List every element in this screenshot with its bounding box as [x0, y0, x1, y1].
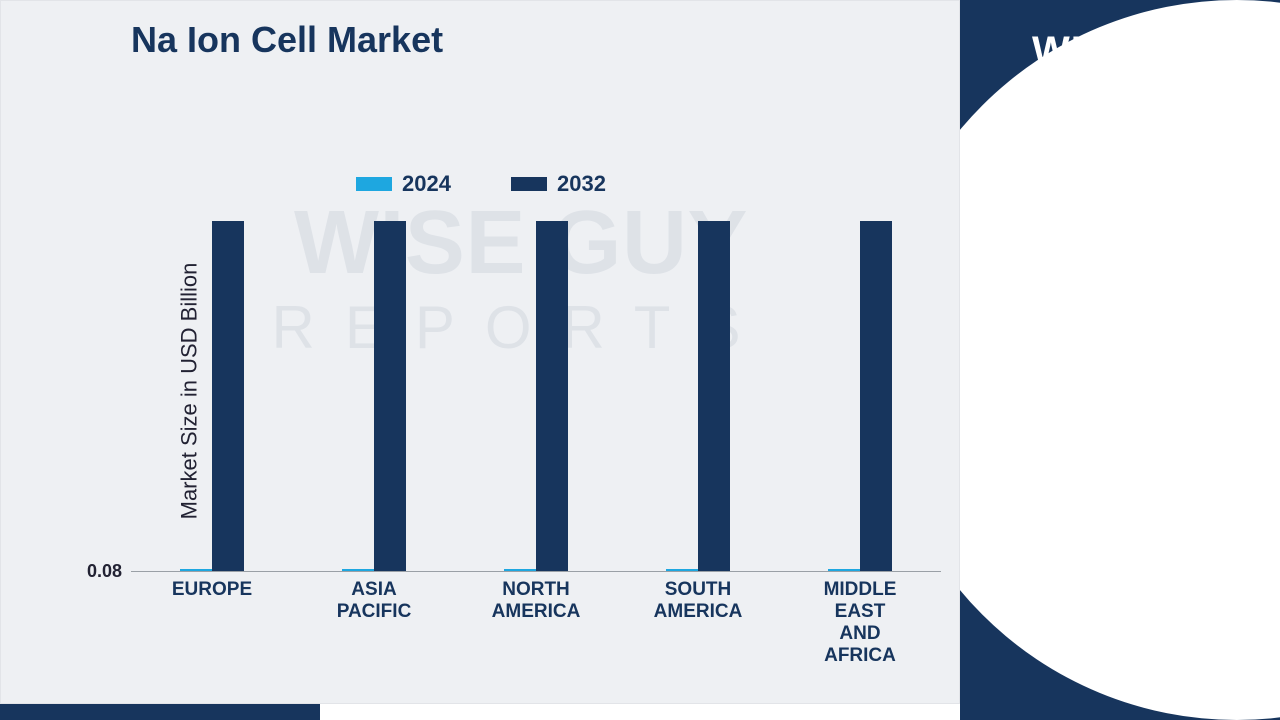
- bottom-accent-bar: [0, 704, 320, 720]
- x-label: SOUTHAMERICA: [623, 579, 773, 666]
- legend-swatch-2024: [356, 177, 392, 191]
- stage: Na Ion Cell Market WISE GUY REPORTS 2024…: [0, 0, 1280, 720]
- x-axis-labels: EUROPEASIAPACIFICNORTHAMERICASOUTHAMERIC…: [131, 579, 941, 666]
- y-tick-0: 0.08: [87, 561, 122, 582]
- bar-group: [299, 221, 449, 571]
- bar-group: [785, 221, 935, 571]
- bar-2024: [666, 569, 698, 571]
- bar-group: [461, 221, 611, 571]
- brand-logo: WISE GUY REPORTS: [1032, 30, 1240, 91]
- bar-2024: [180, 569, 212, 571]
- x-label: NORTHAMERICA: [461, 579, 611, 666]
- bar-2032: [374, 221, 406, 571]
- legend-item-2032: 2032: [511, 171, 606, 197]
- chart-card: Na Ion Cell Market WISE GUY REPORTS 2024…: [0, 0, 960, 704]
- bar-groups: [131, 221, 941, 571]
- legend: 2024 2032: [1, 171, 961, 197]
- baseline: [131, 571, 941, 572]
- legend-swatch-2032: [511, 177, 547, 191]
- x-label: EUROPE: [137, 579, 287, 666]
- x-label: ASIAPACIFIC: [299, 579, 449, 666]
- bar-2024: [342, 569, 374, 571]
- bar-group: [137, 221, 287, 571]
- bar-group: [623, 221, 773, 571]
- legend-label-2024: 2024: [402, 171, 451, 197]
- bar-2024: [828, 569, 860, 571]
- bar-2032: [698, 221, 730, 571]
- bar-2032: [860, 221, 892, 571]
- bar-2032: [536, 221, 568, 571]
- brand-head-icon: [1150, 50, 1260, 160]
- x-label: MIDDLEEASTANDAFRICA: [785, 579, 935, 666]
- legend-item-2024: 2024: [356, 171, 451, 197]
- bar-2024: [504, 569, 536, 571]
- legend-label-2032: 2032: [557, 171, 606, 197]
- chart-title: Na Ion Cell Market: [131, 19, 443, 61]
- bar-2032: [212, 221, 244, 571]
